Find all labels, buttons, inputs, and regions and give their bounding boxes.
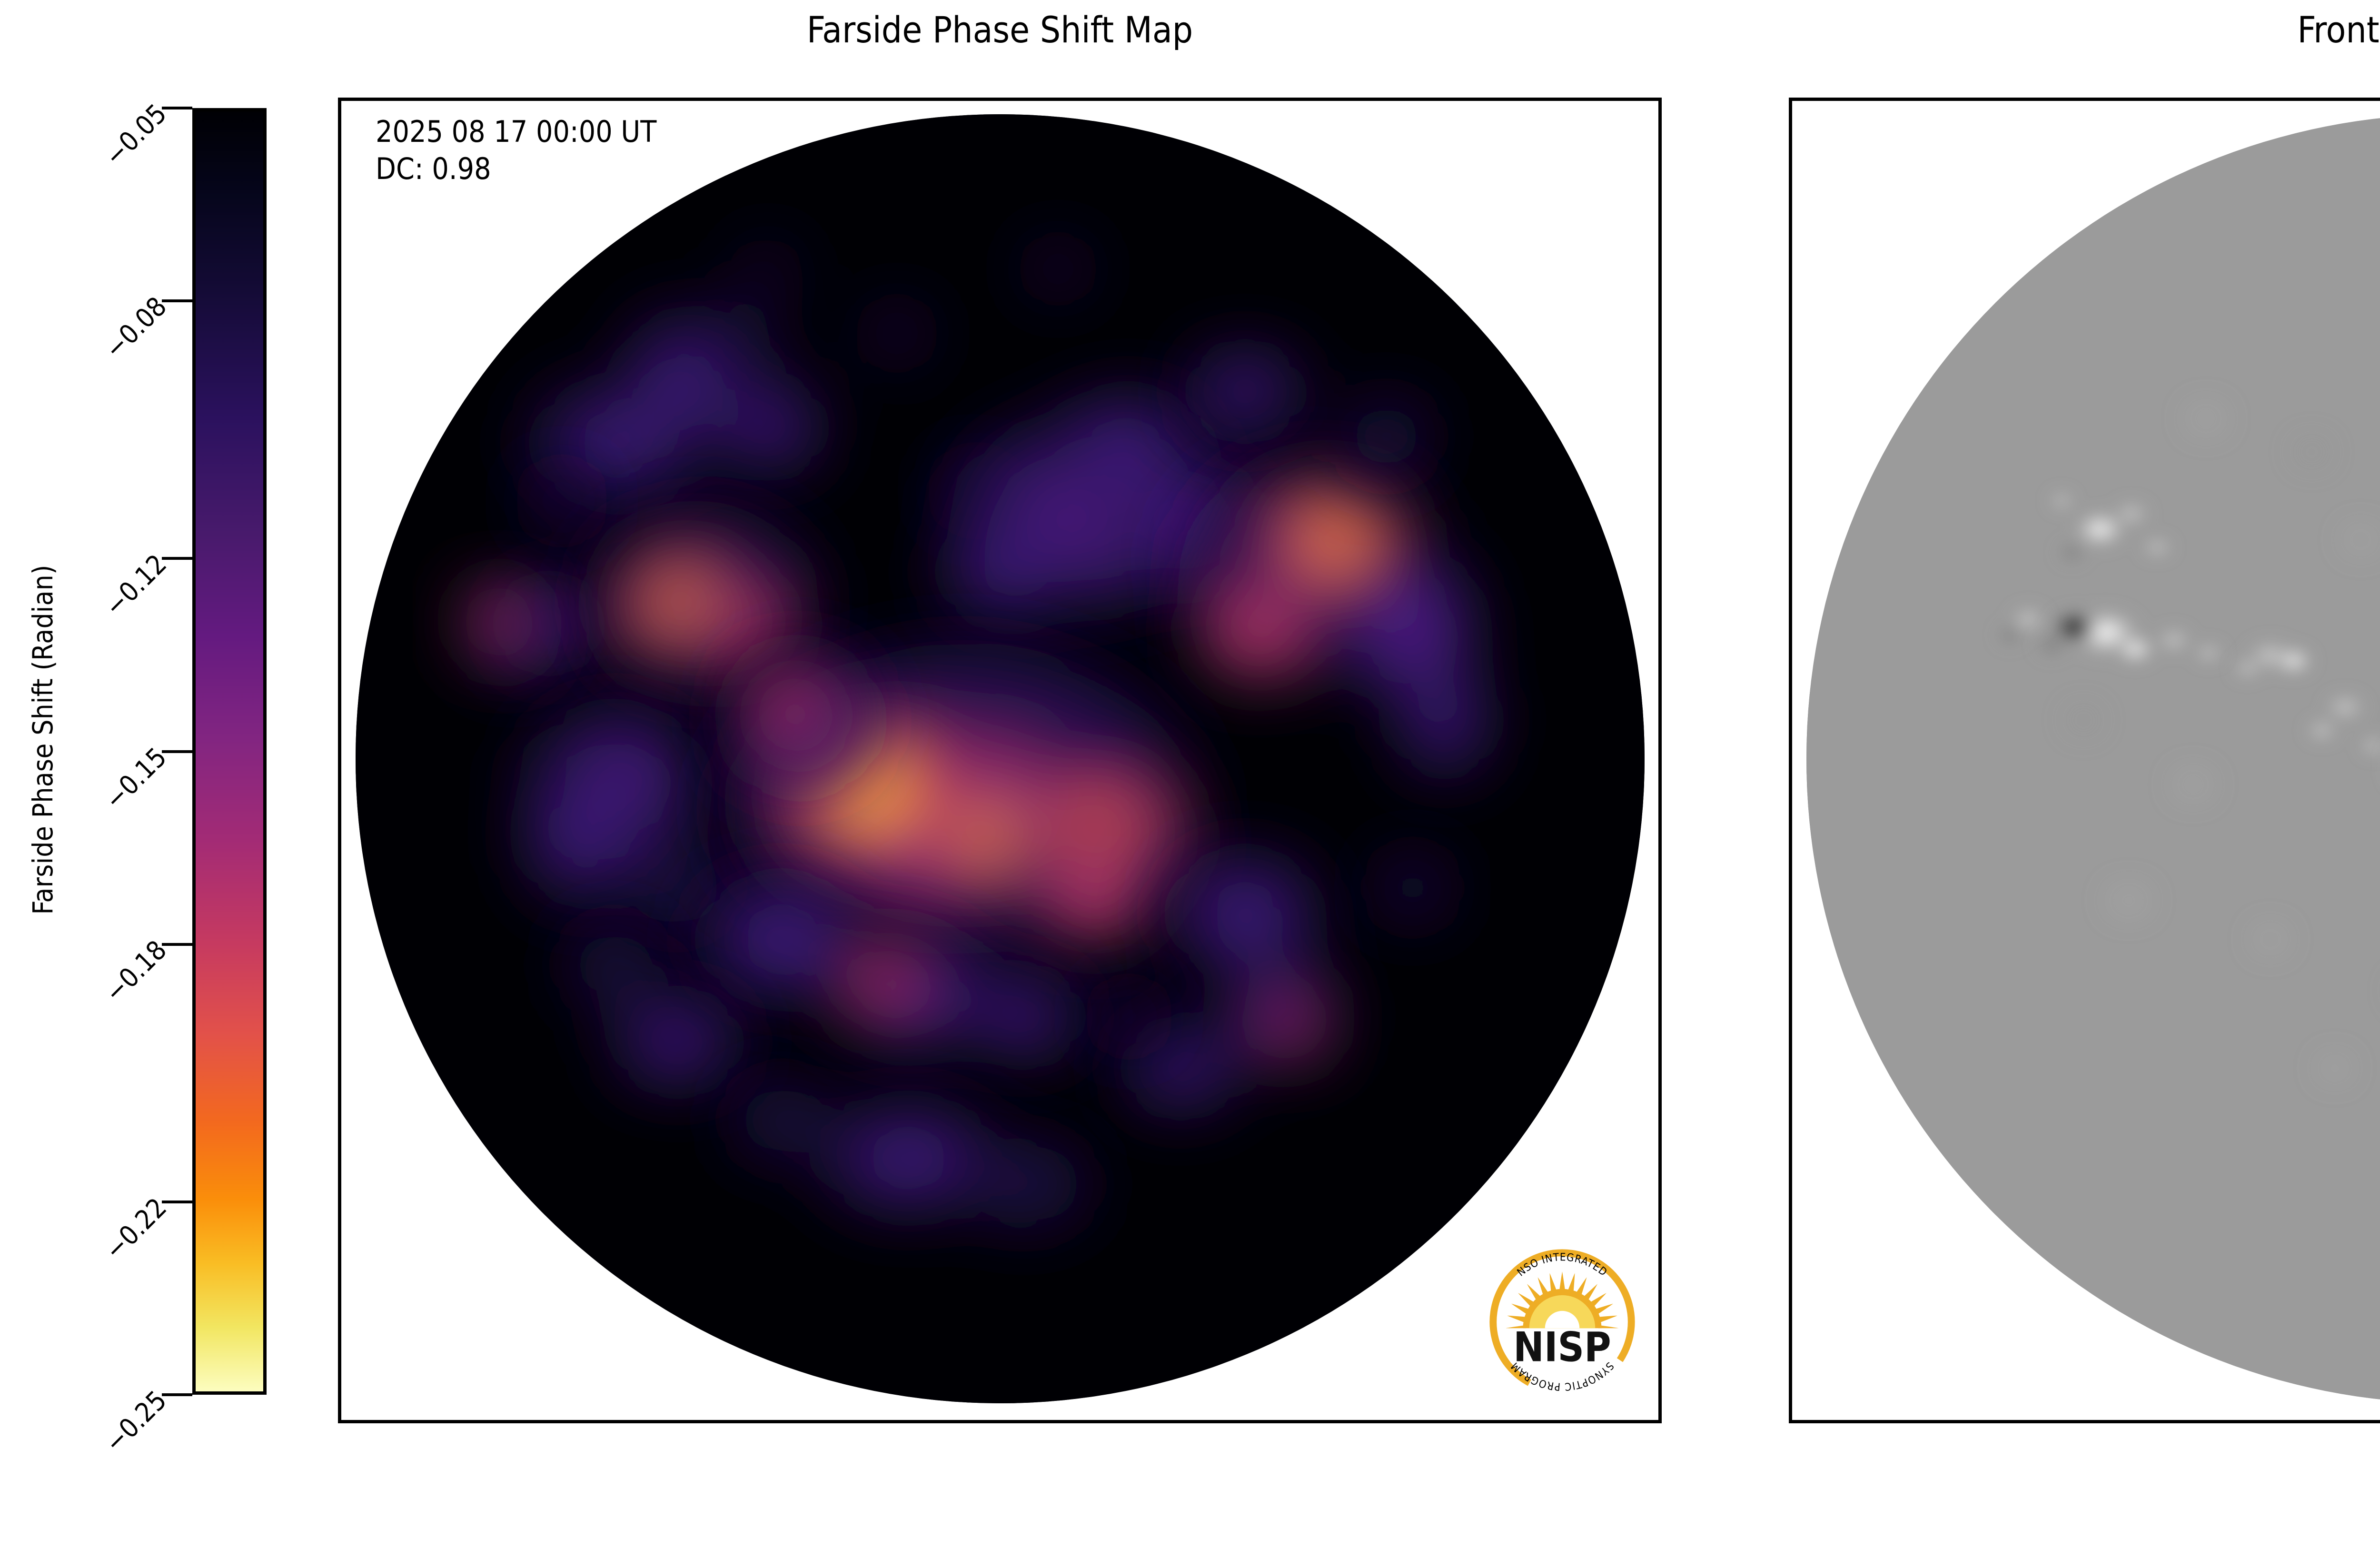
colorbar-tick-label: −0.08 <box>10 291 173 455</box>
colorbar-tick <box>162 1393 192 1396</box>
colorbar-tick-label-wrap: −0.05 <box>0 94 173 172</box>
timestamp-annotation: 2025 08 17 00:00 UT <box>376 117 656 147</box>
colorbar-tick-label-wrap: −0.15 <box>0 737 173 815</box>
logo-ring <box>1489 1249 1635 1395</box>
colorbar <box>192 108 267 1395</box>
nisp-logo-farside: NSO INTEGRATED SYNOPTIC PROGRAM NISP <box>1484 1243 1641 1400</box>
colorbar-tick-label-wrap: −0.08 <box>0 287 173 365</box>
colorbar-tick-label: −0.22 <box>10 1192 173 1355</box>
colorbar-tick <box>162 943 192 946</box>
colorbar-tick <box>162 107 192 109</box>
logo-sun <box>1506 1271 1619 1329</box>
colorbar-tick <box>162 1200 192 1203</box>
logo-acronym: NISP <box>1513 1324 1611 1371</box>
frontside-solar-disk <box>1806 114 2380 1403</box>
colorbar-tick-label: −0.25 <box>10 1385 173 1548</box>
farside-heatmap <box>356 114 1645 1403</box>
nisp-logo-svg: NSO INTEGRATED SYNOPTIC PROGRAM NISP <box>1489 1249 1635 1395</box>
colorbar-tick-label: −0.05 <box>10 99 173 262</box>
page-title-farside: Farside Phase Shift Map <box>338 9 1662 51</box>
colorbar-tick-label-wrap: −0.18 <box>0 930 173 1008</box>
farside-solar-disk <box>356 114 1645 1403</box>
panel-frontside-mag-map: NSO INTEGRATED SYNOPTIC PROGRAM NISP <box>1789 98 2380 1423</box>
figure-canvas: Farside Phase Shift (Radian) −0.05 −0.08−… <box>0 9 2380 1459</box>
colorbar-tick-label-wrap: −0.12 <box>0 544 173 623</box>
duty-cycle-annotation: DC: 0.98 <box>376 154 491 184</box>
colorbar-tick-label-wrap: −0.22 <box>0 1188 173 1266</box>
colorbar-tick <box>162 750 192 753</box>
panel-farside-phase-shift-map: 2025 08 17 00:00 UT DC: 0.98 NSO INTEGRA… <box>338 98 1662 1423</box>
colorbar-tick <box>162 557 192 560</box>
magnetogram-heatmap <box>1806 114 2380 1403</box>
colorbar-tick-label-wrap: −0.25 <box>0 1380 173 1459</box>
colorbar-tick <box>162 299 192 303</box>
page-title-frontside: Frontside Mag Map <box>1789 9 2380 51</box>
